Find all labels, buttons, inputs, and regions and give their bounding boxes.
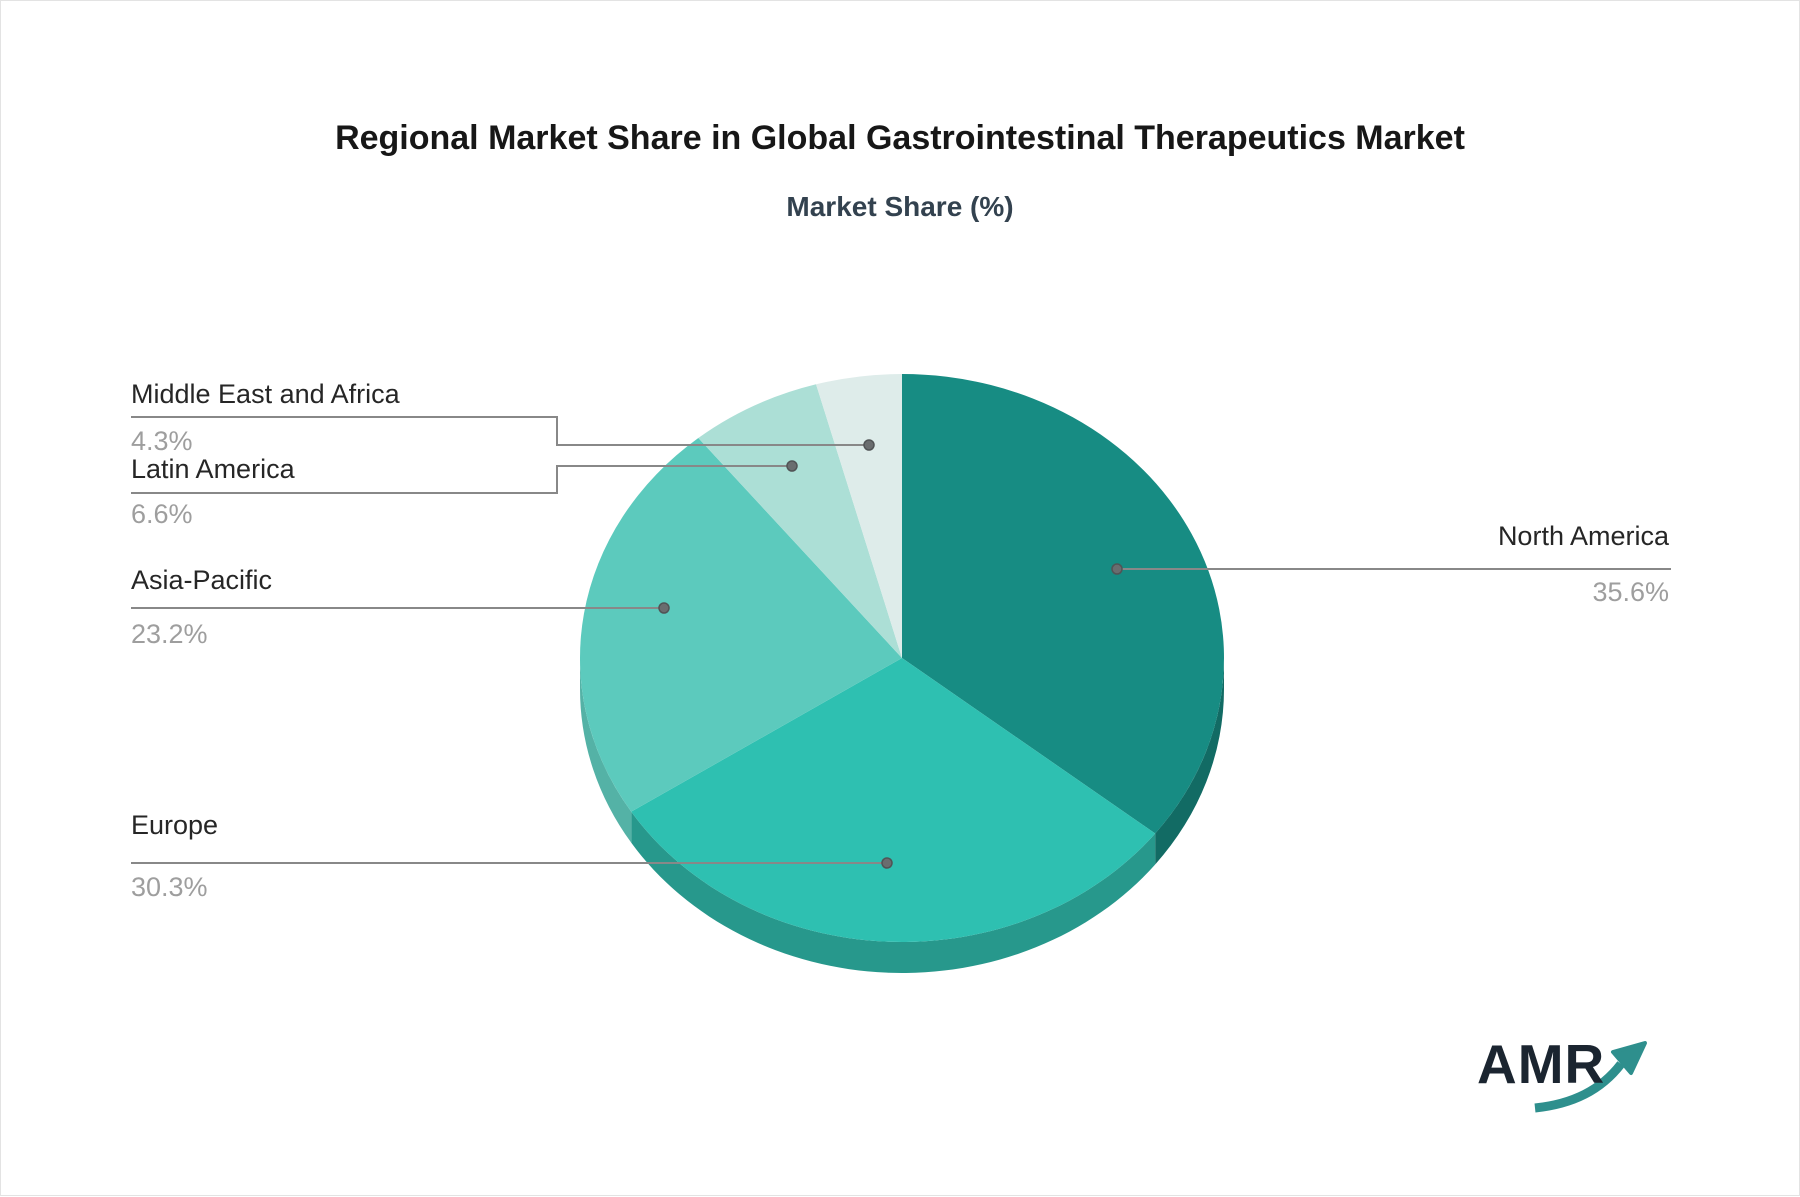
pie-slice-side-europe — [631, 811, 1156, 973]
leader-line-latin-america — [131, 465, 792, 494]
callout-label-latin-america: Latin America — [131, 454, 295, 484]
pie-slice-latin-america[interactable] — [698, 384, 902, 658]
callout-label-asia-pacific: Asia-Pacific — [131, 565, 273, 595]
callout-value-europe: 30.3% — [131, 872, 208, 902]
pie-slice-side-north-america — [1155, 658, 1224, 865]
callout-value-middle-east-and-africa: 4.3% — [131, 426, 193, 456]
callout-label-north-america: North America — [1497, 521, 1669, 551]
callout-value-north-america: 35.6% — [1592, 577, 1669, 607]
leader-dot-asia-pacific — [658, 602, 670, 614]
leader-dot-latin-america — [786, 460, 798, 472]
callout-value-latin-america: 6.6% — [131, 499, 193, 529]
leader-dot-europe — [881, 857, 893, 869]
leader-line-middle-east-and-africa — [131, 416, 869, 446]
growth-arrow-head-icon — [1611, 1041, 1647, 1075]
leader-dot-north-america — [1111, 563, 1123, 575]
callout-label-europe: Europe — [131, 810, 219, 840]
chart-title: Regional Market Share in Global Gastroin… — [335, 119, 1465, 157]
leader-dot-middle-east-and-africa — [863, 439, 875, 451]
growth-arrow-icon — [1534, 1061, 1625, 1113]
callout-label-middle-east-and-africa: Middle East and Africa — [131, 379, 400, 409]
pie-slice-europe[interactable] — [631, 658, 1156, 942]
amr-logo: AMR — [1477, 1033, 1606, 1095]
pie-slice-side-asia-pacific — [580, 658, 632, 843]
pie-slice-north-america[interactable] — [902, 374, 1224, 834]
chart-subtitle: Market Share (%) — [786, 191, 1014, 222]
pie-slice-asia-pacific[interactable] — [580, 438, 902, 812]
callout-value-asia-pacific: 23.2% — [131, 619, 208, 649]
